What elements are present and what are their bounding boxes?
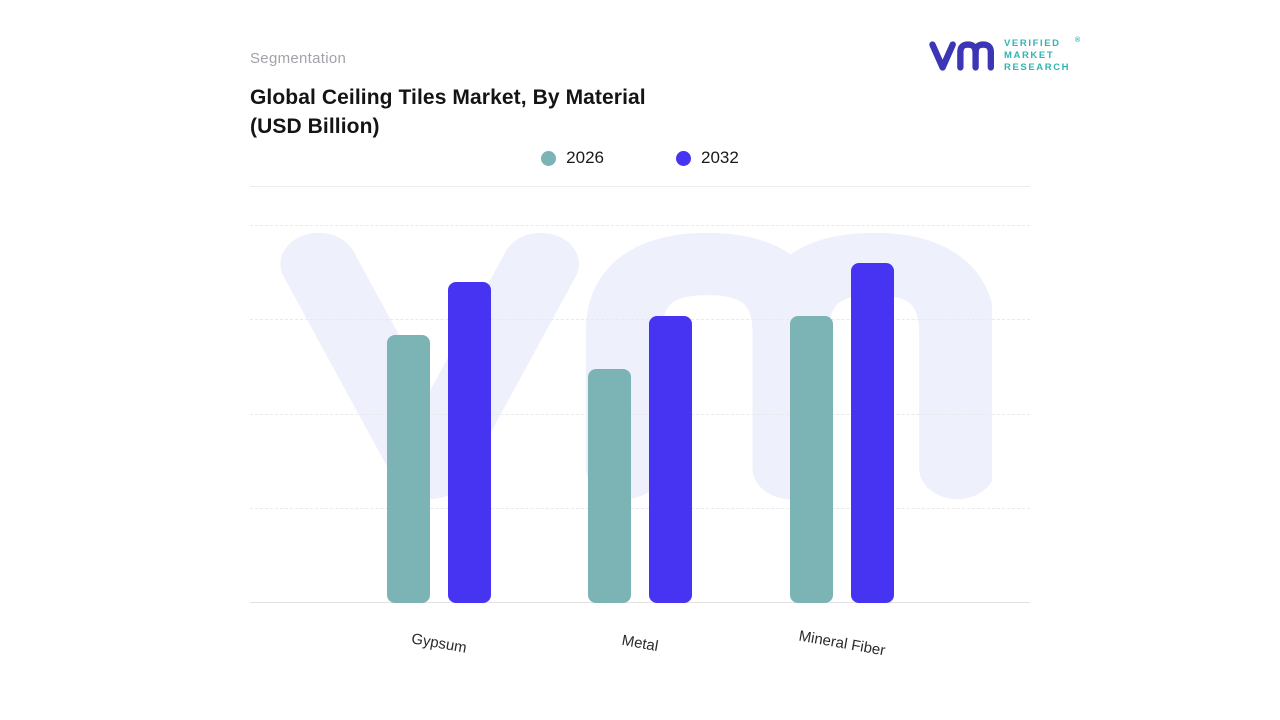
page-title: Global Ceiling Tiles Market, By Material… [250, 83, 646, 141]
vmr-logo-text: ® VERIFIED MARKET RESEARCH [1004, 37, 1080, 74]
vmr-monogram-icon [929, 41, 994, 71]
x-axis-baseline [250, 602, 1030, 603]
legend-label: 2026 [566, 148, 604, 167]
section-label: Segmentation [250, 50, 347, 67]
gridline [250, 225, 1030, 226]
logo-line-research: RESEARCH [1004, 62, 1071, 73]
bar-gypsum-2026[interactable] [387, 335, 430, 603]
bar-group-mineral-fiber [790, 225, 894, 603]
legend-dot-icon [676, 150, 691, 166]
bars-layer [250, 225, 1030, 603]
gridline [250, 508, 1030, 509]
x-axis-labels: Gypsum Metal Mineral Fiber [250, 603, 1030, 673]
bar-mineral-fiber-2026[interactable] [790, 316, 833, 603]
x-axis-label-gypsum: Gypsum [410, 630, 468, 657]
page-title-line2: (USD Billion) [250, 115, 380, 138]
legend-dot-icon [541, 150, 557, 166]
legend-item-2032[interactable]: 2032 [676, 148, 739, 168]
vmr-logo[interactable]: ® VERIFIED MARKET RESEARCH [928, 37, 1080, 74]
bar-group-metal [588, 225, 692, 603]
logo-line-market: MARKET [1004, 50, 1055, 61]
plot-area [250, 225, 1030, 603]
bar-metal-2026[interactable] [588, 369, 631, 603]
page-title-line1: Global Ceiling Tiles Market, By Material [250, 86, 646, 109]
x-axis-label-metal: Metal [620, 631, 660, 656]
legend-divider [250, 186, 1030, 187]
registered-mark: ® [1074, 37, 1081, 44]
bar-mineral-fiber-2032[interactable] [851, 263, 894, 603]
bar-gypsum-2032[interactable] [448, 282, 491, 603]
x-axis-label-mineral-fiber: Mineral Fiber [797, 627, 887, 660]
bar-metal-2032[interactable] [649, 316, 692, 603]
legend: 2026 2032 [250, 148, 1030, 168]
legend-item-2026[interactable]: 2026 [541, 148, 604, 168]
logo-line-verified: VERIFIED [1004, 38, 1061, 49]
legend-label: 2032 [701, 148, 739, 167]
bar-group-gypsum [387, 225, 491, 603]
